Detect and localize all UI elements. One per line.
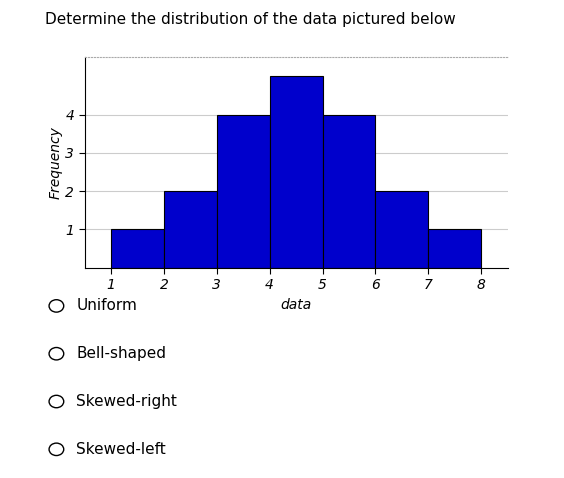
Text: Skewed-left: Skewed-left [76,442,166,457]
Bar [376,191,428,268]
Bar [164,191,217,268]
Bar [217,115,270,268]
Y-axis label: Frequency: Frequency [49,126,63,199]
Bar [270,76,323,268]
Text: Uniform: Uniform [76,298,137,314]
Text: Bell-shaped: Bell-shaped [76,346,166,361]
Bar [111,229,164,268]
Bar [428,229,481,268]
Bar [323,115,376,268]
Text: Skewed-right: Skewed-right [76,394,177,409]
Text: Determine the distribution of the data pictured below: Determine the distribution of the data p… [45,12,456,27]
X-axis label: data: data [280,298,312,312]
